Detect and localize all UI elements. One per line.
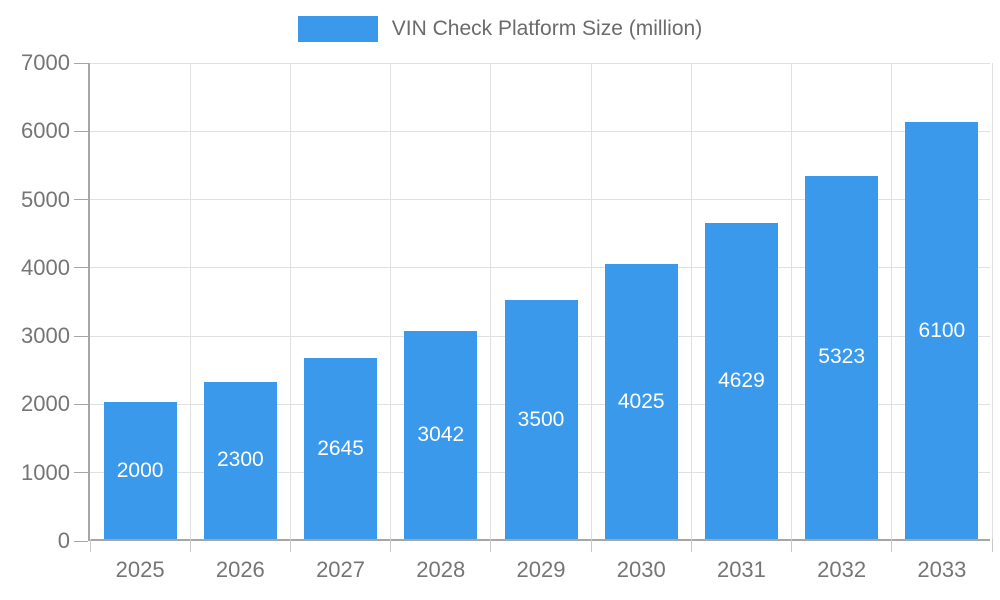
gridline-vertical: [390, 63, 392, 539]
y-axis-tick-mark: [74, 199, 88, 201]
x-axis-tick-mark: [891, 539, 893, 552]
x-axis-tick-mark: [791, 539, 793, 552]
gridline-vertical: [289, 63, 291, 539]
x-axis-tick-label: 2025: [115, 557, 165, 582]
bar-value-label: 4629: [718, 368, 765, 392]
bar-2028[interactable]: 3042: [404, 331, 478, 539]
bar-2026[interactable]: 2300: [203, 381, 277, 539]
plot-area: 0 1000 2000 3000 4000 5000 6000 7000 2000 2025 230…: [21, 50, 993, 582]
gridline-vertical: [690, 63, 692, 539]
y-axis-tick-label: 1000: [21, 459, 70, 485]
y-axis-tick-label: 0: [57, 528, 70, 553]
y-axis-tick-label: 4000: [21, 254, 70, 280]
x-axis-tick-mark: [991, 539, 993, 552]
x-axis-tick-mark: [490, 539, 492, 552]
bar-2032[interactable]: 5323: [805, 175, 879, 539]
bar-2027[interactable]: 2645: [304, 358, 378, 539]
gridline-vertical: [490, 63, 492, 539]
x-axis-tick-mark: [189, 539, 191, 552]
y-axis-tick-mark: [74, 403, 88, 405]
x-axis-tick-mark: [590, 539, 592, 552]
y-axis-tick-label: 5000: [21, 186, 70, 212]
y-axis-tick-label: 6000: [21, 118, 70, 144]
y-axis-tick-mark: [74, 335, 88, 337]
x-axis-tick-label: 2033: [917, 557, 967, 582]
bar-2030[interactable]: 4025: [604, 264, 678, 539]
bar-value-label: 6100: [918, 318, 966, 342]
y-axis-tick-label: 7000: [21, 50, 70, 75]
y-axis-tick-mark: [74, 472, 88, 474]
y-axis-tick-mark: [74, 267, 88, 269]
legend-swatch-icon: [297, 16, 378, 42]
x-axis-tick-label: 2028: [416, 557, 466, 582]
gridline-vertical: [189, 63, 191, 539]
x-axis-tick-mark: [690, 539, 692, 552]
x-axis-tick-mark: [289, 539, 291, 552]
bar-value-label: 2645: [317, 436, 364, 460]
x-axis-tick-label: 2026: [215, 557, 265, 582]
y-axis-tick-mark: [74, 130, 88, 132]
bar-value-label: 3042: [417, 423, 465, 447]
gridline-vertical: [590, 63, 592, 539]
y-axis-tick-label: 3000: [21, 323, 70, 349]
bar-value-label: 3500: [517, 407, 565, 431]
gridline-horizontal: [90, 199, 990, 201]
bar-2031[interactable]: 4629: [704, 222, 778, 539]
y-axis-tick-mark: [74, 540, 88, 542]
x-axis-tick-label: 2029: [516, 557, 566, 582]
y-axis-tick-mark: [74, 62, 88, 64]
bar-value-label: 4025: [617, 389, 665, 413]
x-axis-tick-label: 2030: [616, 557, 666, 582]
x-axis-tick-label: 2032: [817, 557, 867, 582]
x-axis-tick-label: 2031: [716, 557, 766, 582]
legend[interactable]: VIN Check Platform Size (million): [0, 16, 1000, 42]
gridline-horizontal: [90, 130, 990, 132]
gridline-vertical: [791, 63, 793, 539]
x-axis-tick-label: 2027: [316, 557, 366, 582]
bar-value-label: 5323: [818, 345, 866, 369]
bar-value-label: 2300: [216, 448, 264, 472]
bar-2029[interactable]: 3500: [504, 300, 578, 539]
gridline-horizontal: [90, 267, 990, 269]
x-axis-tick-mark: [390, 539, 392, 552]
gridline-horizontal: [90, 62, 990, 64]
legend-label: VIN Check Platform Size (million): [391, 17, 703, 40]
bar-2033[interactable]: 6100: [905, 122, 979, 539]
y-axis-tick-label: 2000: [21, 391, 70, 417]
gridline-vertical: [891, 63, 893, 539]
gridline-vertical: [991, 63, 993, 539]
bar-value-label: 2000: [116, 458, 164, 482]
bar-2025[interactable]: 2000: [103, 402, 177, 539]
x-axis-tick-mark: [89, 539, 91, 552]
